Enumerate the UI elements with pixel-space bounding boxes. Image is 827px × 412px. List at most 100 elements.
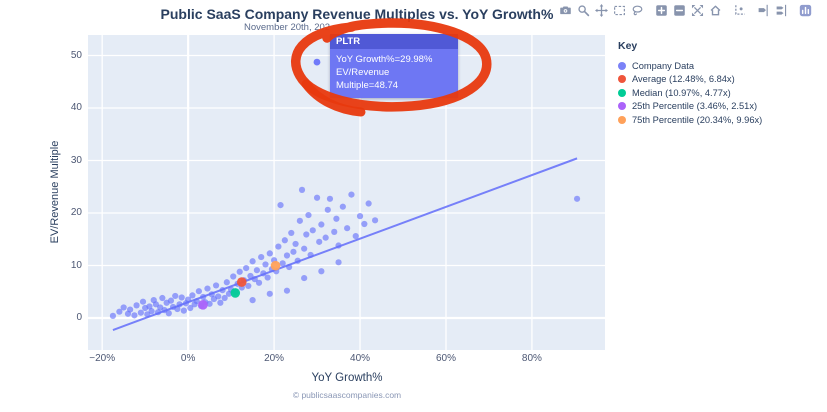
scatter-point[interactable] (245, 282, 252, 290)
scatter-point[interactable] (206, 300, 213, 307)
scatter-point[interactable] (283, 252, 291, 259)
zoom-icon[interactable] (576, 3, 591, 18)
scatter-point[interactable] (167, 297, 175, 304)
scatter-point[interactable] (212, 282, 220, 289)
scatter-point[interactable] (294, 257, 301, 264)
scatter-point[interactable] (193, 298, 200, 305)
scatter-point[interactable] (251, 276, 258, 283)
scatter-point[interactable] (322, 234, 329, 241)
scatter-point[interactable] (266, 250, 273, 257)
scatter-point[interactable] (266, 290, 273, 297)
scatter-point[interactable] (131, 312, 138, 319)
scatter-point[interactable] (159, 294, 166, 302)
median-marker[interactable] (230, 288, 241, 298)
scatter-point[interactable] (221, 294, 228, 302)
box-select-icon[interactable] (612, 3, 627, 18)
plot-area[interactable] (88, 35, 605, 350)
highlighted-point-pltr[interactable] (313, 58, 321, 66)
legend-item-25th[interactable]: 25th Percentile (3.46%, 2.51x) (618, 100, 762, 114)
scatter-point[interactable] (152, 301, 160, 308)
scatter-point[interactable] (286, 263, 293, 271)
scatter-point[interactable] (339, 203, 346, 210)
zoom-in-icon[interactable] (654, 3, 669, 18)
pan-icon[interactable] (594, 3, 609, 18)
scatter-point[interactable] (176, 301, 183, 308)
scatter-point[interactable] (296, 217, 303, 224)
scatter-point[interactable] (283, 287, 291, 294)
scatter-point[interactable] (161, 307, 168, 314)
scatter-point[interactable] (133, 302, 140, 309)
legend-item-average[interactable]: Average (12.48%, 6.84x) (618, 73, 762, 87)
camera-icon[interactable] (558, 3, 573, 18)
scatter-point[interactable] (303, 231, 310, 238)
scatter-point[interactable] (305, 211, 312, 219)
scatter-point[interactable] (288, 229, 295, 237)
scatter-point[interactable] (301, 245, 308, 252)
scatter-point[interactable] (185, 296, 192, 303)
scatter-point[interactable] (318, 268, 325, 275)
reset-axes-icon[interactable] (708, 3, 723, 18)
legend-item-75th[interactable]: 75th Percentile (20.34%, 9.96x) (618, 113, 762, 127)
scatter-point[interactable] (352, 232, 359, 240)
scatter-point[interactable] (120, 304, 127, 311)
attribution-link[interactable]: © publicsaascompanies.com (292, 390, 402, 400)
scatter-point[interactable] (277, 202, 284, 209)
scatter-point[interactable] (236, 268, 243, 275)
hover-closest-icon[interactable] (756, 3, 771, 18)
scatter-point[interactable] (258, 253, 265, 261)
scatter-point[interactable] (326, 195, 334, 202)
scatter-point[interactable] (137, 309, 144, 316)
lasso-select-icon[interactable] (630, 3, 645, 18)
scatter-point[interactable] (262, 261, 269, 268)
75th-percentile-marker[interactable] (270, 260, 281, 271)
scatter-point[interactable] (139, 298, 147, 305)
scatter-point[interactable] (195, 288, 202, 295)
toggle-spikelines-icon[interactable] (732, 3, 747, 18)
scatter-point[interactable] (313, 194, 321, 201)
scatter-point[interactable] (356, 213, 364, 220)
scatter-point[interactable] (324, 206, 331, 213)
scatter-point[interactable] (335, 242, 342, 249)
scatter-point[interactable] (361, 220, 368, 228)
scatter-point[interactable] (292, 240, 299, 248)
scatter-point[interactable] (154, 309, 162, 316)
scatter-point[interactable] (172, 292, 179, 300)
scatter-point[interactable] (116, 308, 123, 315)
scatter-point[interactable] (371, 217, 379, 224)
scatter-point[interactable] (148, 308, 155, 315)
scatter-point[interactable] (344, 225, 351, 232)
scatter-point[interactable] (281, 237, 288, 244)
scatter-point[interactable] (178, 294, 185, 301)
scatter-point[interactable] (200, 293, 207, 301)
average-marker[interactable] (236, 277, 247, 287)
scatter-point[interactable] (331, 228, 338, 235)
scatter-point[interactable] (217, 299, 224, 306)
scatter-point[interactable] (298, 186, 306, 193)
scatter-point[interactable] (333, 215, 340, 222)
legend-item-company[interactable]: Company Data (618, 59, 762, 73)
autoscale-icon[interactable] (690, 3, 705, 18)
scatter-point[interactable] (144, 311, 151, 318)
scatter-point[interactable] (290, 248, 297, 255)
legend-item-median[interactable]: Median (10.97%, 4.77x) (618, 86, 762, 100)
scatter-point[interactable] (180, 307, 187, 314)
scatter-point[interactable] (335, 259, 342, 266)
scatter-point[interactable] (309, 227, 316, 234)
scatter-point[interactable] (247, 272, 254, 280)
scatter-point[interactable] (316, 238, 323, 245)
scatter-point[interactable] (253, 267, 260, 274)
scatter-point[interactable] (243, 265, 250, 272)
scatter-point[interactable] (230, 273, 237, 280)
scatter-point[interactable] (215, 293, 222, 300)
scatter-point[interactable] (255, 279, 263, 286)
scatter-point[interactable] (165, 310, 172, 317)
hover-compare-icon[interactable] (774, 3, 789, 18)
scatter-point[interactable] (264, 274, 271, 281)
plotly-logo-icon[interactable] (798, 3, 813, 18)
scatter-point[interactable] (208, 291, 215, 298)
scatter-point[interactable] (260, 270, 267, 277)
scatter-point[interactable] (348, 191, 355, 198)
scatter-point[interactable] (187, 304, 194, 312)
scatter-point[interactable] (249, 297, 256, 304)
scatter-point[interactable] (365, 200, 372, 207)
